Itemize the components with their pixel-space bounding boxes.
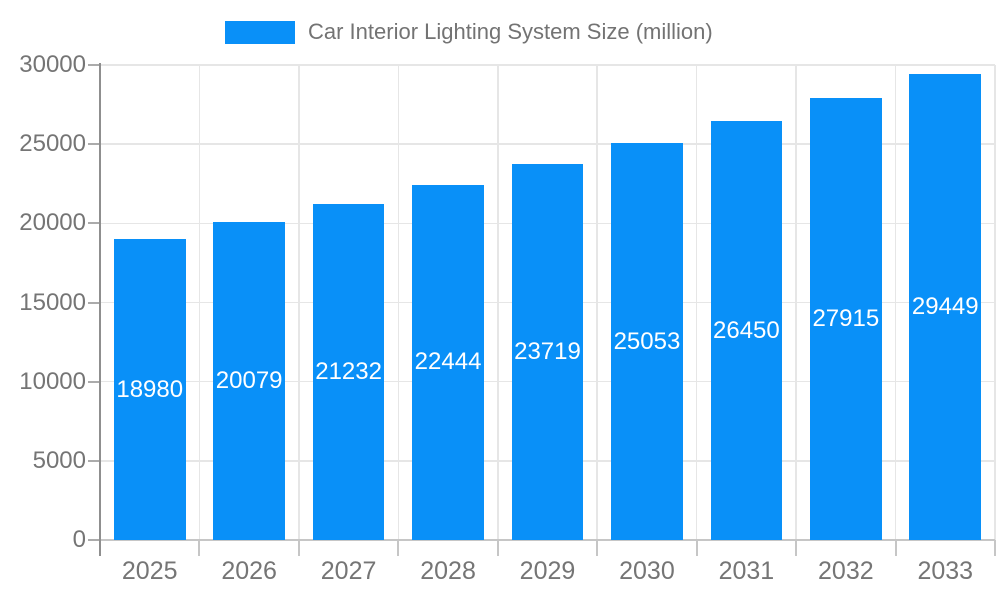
y-tick-label: 30000 xyxy=(19,51,86,78)
bar-2033[interactable] xyxy=(909,73,982,540)
bar-value-label: 23719 xyxy=(514,338,581,366)
x-tick-label: 2033 xyxy=(917,557,974,585)
y-tick-label: 20000 xyxy=(19,209,86,237)
bar-2029[interactable] xyxy=(511,164,584,540)
y-tick-label: 25000 xyxy=(19,130,86,158)
bar-value-label: 25053 xyxy=(613,327,681,355)
bar-value-label: 22444 xyxy=(414,348,482,376)
x-axis-tick xyxy=(795,540,798,556)
bar-2032[interactable] xyxy=(810,98,882,540)
y-tick-label: 15000 xyxy=(19,288,86,316)
x-axis-tick xyxy=(297,540,300,556)
x-tick-label: 2025 xyxy=(121,557,178,585)
y-axis-tick xyxy=(88,459,100,462)
bar-value-label: 21232 xyxy=(315,357,382,385)
bar-value-label: 20079 xyxy=(215,367,283,395)
x-tick-label: 2029 xyxy=(519,557,576,585)
x-gridline xyxy=(497,65,499,540)
x-gridline xyxy=(695,65,698,540)
y-axis-tick xyxy=(88,380,100,383)
legend-label: Car Interior Lighting System Size (milli… xyxy=(308,19,713,44)
x-gridline xyxy=(198,65,201,540)
x-gridline xyxy=(298,65,300,540)
y-axis-tick xyxy=(88,222,100,225)
y-tick-label: 10000 xyxy=(19,367,86,395)
bar-2028[interactable] xyxy=(412,184,484,540)
bar-2027[interactable] xyxy=(312,203,385,540)
x-axis-tick xyxy=(994,540,996,556)
x-axis-tick xyxy=(496,540,499,556)
bar-2025[interactable] xyxy=(113,239,186,540)
x-axis-tick xyxy=(397,540,400,556)
bar-value-label: 26450 xyxy=(713,316,780,344)
y-tick-label: 5000 xyxy=(32,446,86,474)
x-tick-label: 2027 xyxy=(320,557,377,585)
y-gridline xyxy=(100,143,995,145)
bar-2030[interactable] xyxy=(611,143,683,540)
x-axis-tick xyxy=(596,540,599,556)
x-tick-label: 2028 xyxy=(420,557,476,585)
x-tick-label: 2032 xyxy=(818,557,874,585)
bar-value-label: 27915 xyxy=(812,305,880,332)
x-gridline xyxy=(397,65,400,540)
x-gridline xyxy=(994,65,996,540)
legend-swatch xyxy=(225,20,295,44)
bar-2031[interactable] xyxy=(710,121,783,540)
x-tick-label: 2026 xyxy=(221,557,277,585)
bar-value-label: 29449 xyxy=(911,292,979,320)
x-gridline xyxy=(795,65,797,540)
y-axis-tick xyxy=(88,539,100,541)
y-axis-tick xyxy=(88,64,100,66)
y-axis-tick xyxy=(88,301,100,304)
x-axis-tick xyxy=(198,540,201,556)
x-tick-label: 2030 xyxy=(619,557,675,585)
x-gridline xyxy=(596,65,598,540)
x-axis-tick xyxy=(894,540,897,556)
y-axis-tick xyxy=(88,143,100,146)
x-axis-line xyxy=(100,539,995,541)
x-gridline xyxy=(894,65,897,540)
x-axis-tick xyxy=(695,540,698,556)
bar-value-label: 18980 xyxy=(116,375,184,403)
x-tick-label: 2031 xyxy=(718,557,775,585)
y-axis-line xyxy=(99,63,101,556)
bar-2026[interactable] xyxy=(213,222,285,540)
y-tick-label: 0 xyxy=(72,526,86,553)
legend-item[interactable]: Car Interior Lighting System Size (milli… xyxy=(225,19,713,44)
y-gridline xyxy=(100,64,995,66)
